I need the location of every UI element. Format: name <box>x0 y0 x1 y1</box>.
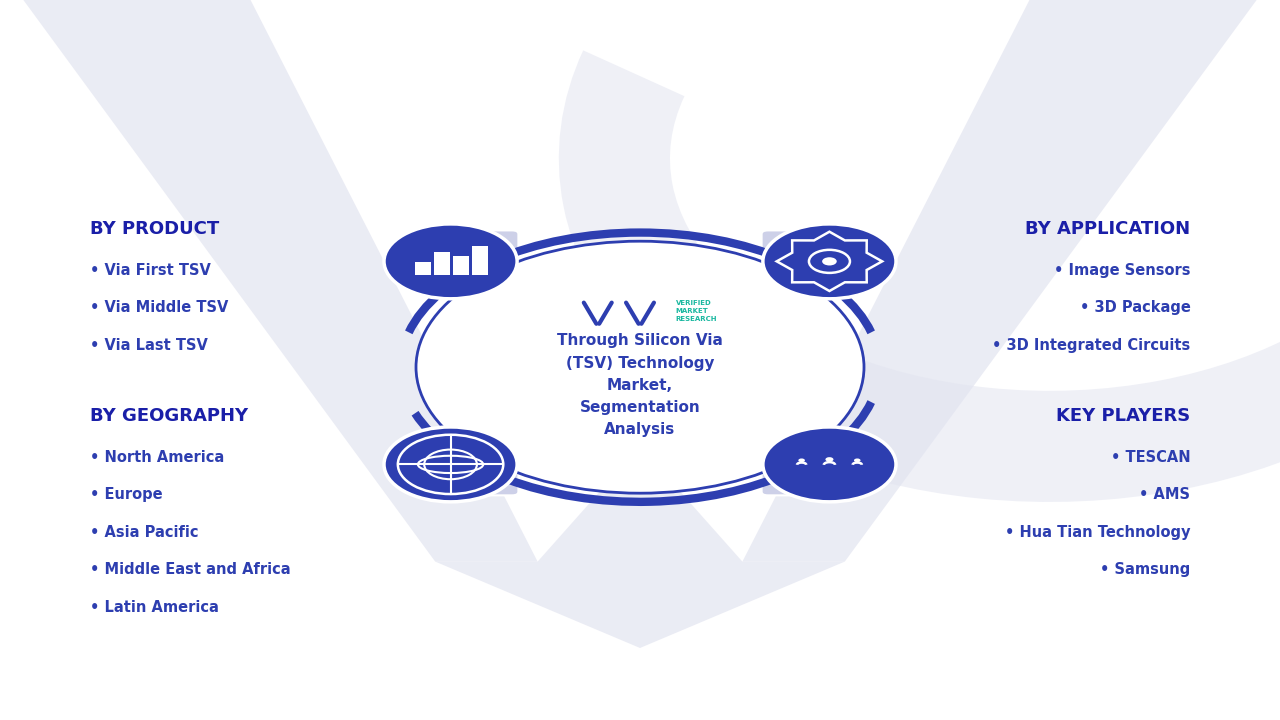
Circle shape <box>416 241 864 493</box>
Bar <box>453 256 468 274</box>
Polygon shape <box>742 0 1267 562</box>
Text: • North America: • North America <box>90 450 224 465</box>
Text: • Image Sensors: • Image Sensors <box>1053 263 1190 278</box>
Text: • 3D Package: • 3D Package <box>1079 300 1190 315</box>
Text: • TESCAN: • TESCAN <box>1111 450 1190 465</box>
Text: • Hua Tian Technology: • Hua Tian Technology <box>1005 525 1190 540</box>
Circle shape <box>384 224 517 299</box>
Text: Through Silicon Via
(TSV) Technology
Market,
Segmentation
Analysis: Through Silicon Via (TSV) Technology Mar… <box>557 333 723 437</box>
Text: VERIFIED: VERIFIED <box>676 300 712 306</box>
Text: • Latin America: • Latin America <box>90 600 219 615</box>
Text: • Via Middle TSV: • Via Middle TSV <box>90 300 228 315</box>
Circle shape <box>763 224 896 299</box>
Bar <box>434 252 449 274</box>
Text: • Via First TSV: • Via First TSV <box>90 263 210 278</box>
Circle shape <box>799 459 805 462</box>
Text: • Europe: • Europe <box>90 487 163 503</box>
Text: • AMS: • AMS <box>1139 487 1190 503</box>
Polygon shape <box>435 446 845 648</box>
Text: • Middle East and Africa: • Middle East and Africa <box>90 562 291 577</box>
Circle shape <box>822 257 837 266</box>
Text: BY GEOGRAPHY: BY GEOGRAPHY <box>90 407 248 425</box>
Circle shape <box>384 427 517 502</box>
Text: KEY PLAYERS: KEY PLAYERS <box>1056 407 1190 425</box>
Bar <box>415 262 431 274</box>
Text: • Via Last TSV: • Via Last TSV <box>90 338 207 353</box>
Text: BY APPLICATION: BY APPLICATION <box>1025 220 1190 238</box>
Text: BY PRODUCT: BY PRODUCT <box>90 220 219 238</box>
FancyBboxPatch shape <box>762 230 844 292</box>
Text: • Samsung: • Samsung <box>1100 562 1190 577</box>
Circle shape <box>763 427 896 502</box>
Bar <box>472 246 488 274</box>
FancyBboxPatch shape <box>436 230 518 292</box>
Circle shape <box>826 457 833 462</box>
FancyBboxPatch shape <box>762 433 844 495</box>
Circle shape <box>854 459 860 462</box>
Text: MARKET: MARKET <box>676 308 709 314</box>
Text: RESEARCH: RESEARCH <box>676 316 717 322</box>
FancyBboxPatch shape <box>436 433 518 495</box>
Polygon shape <box>13 0 538 562</box>
Text: • 3D Integrated Circuits: • 3D Integrated Circuits <box>992 338 1190 353</box>
Text: • Asia Pacific: • Asia Pacific <box>90 525 198 540</box>
